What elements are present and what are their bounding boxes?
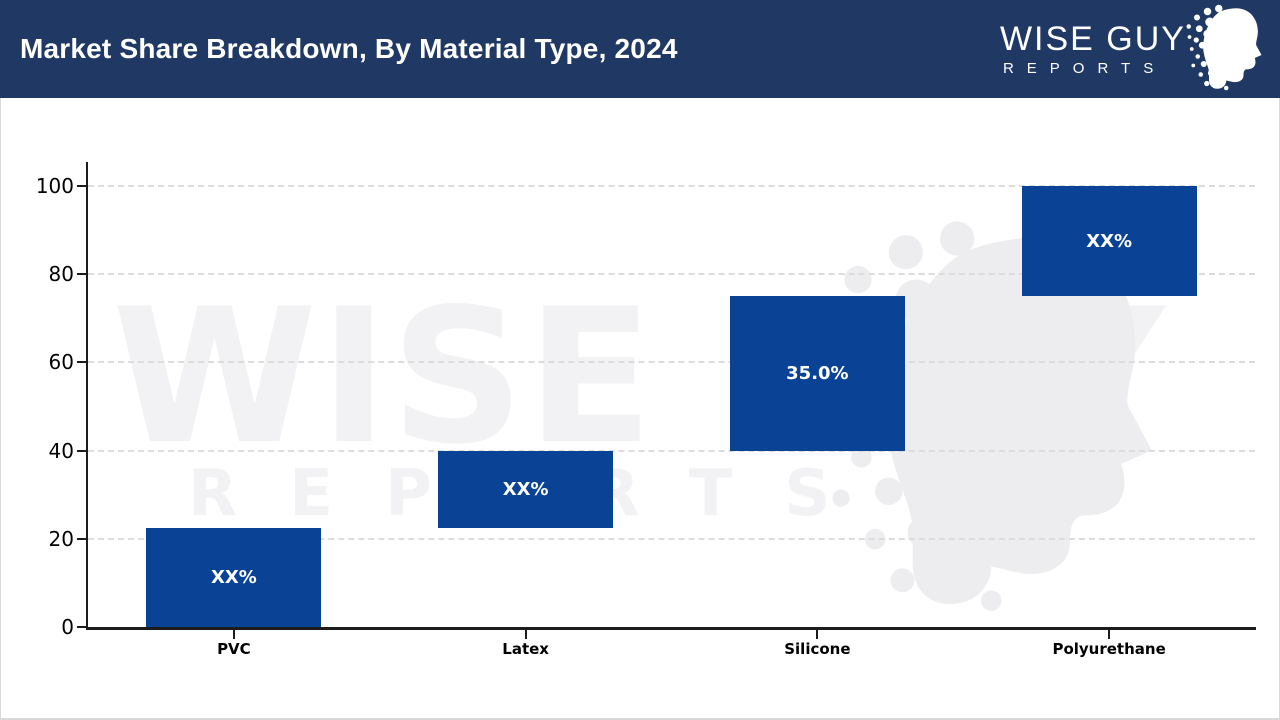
y-tick-mark	[77, 626, 86, 628]
bar-value-label: XX%	[210, 566, 257, 588]
bar-pvc: XX%	[146, 527, 322, 627]
y-tick-mark	[77, 537, 86, 540]
watermark-head-graphic	[810, 221, 1152, 611]
bar-latex: XX%	[438, 450, 614, 528]
x-tick-mark	[1108, 630, 1111, 639]
y-tick-label: 0	[61, 615, 74, 639]
y-tick-label: 80	[48, 262, 74, 287]
y-tick-mark	[77, 185, 86, 187]
y-tick-label: 60	[48, 350, 74, 375]
page-title: Market Share Breakdown, By Material Type…	[20, 33, 678, 64]
gridline	[88, 449, 1255, 452]
gridline	[88, 185, 1255, 187]
brand-wordmark: WISE GUY REPORTS	[1000, 22, 1186, 76]
bar-silicone: 35.0%	[729, 296, 905, 451]
bar-polyurethane: XX%	[1021, 186, 1197, 297]
x-category-label: Silicone	[784, 640, 851, 658]
y-tick-mark	[77, 273, 86, 276]
brand-name-text: WISE GUY	[999, 20, 1186, 58]
x-tick-mark	[232, 630, 235, 639]
y-tick-mark	[77, 449, 86, 452]
gridline	[88, 361, 1255, 364]
x-tick-mark	[816, 630, 819, 639]
bar-value-label: XX%	[1086, 230, 1133, 252]
y-tick-label: 20	[48, 526, 74, 551]
x-tick-mark	[524, 630, 527, 639]
brand-head-icon	[1186, 4, 1262, 91]
x-category-label: PVC	[217, 640, 251, 658]
brand-sub-text: REPORTS	[1002, 60, 1167, 77]
gridline	[88, 537, 1255, 540]
x-category-label: Polyurethane	[1052, 640, 1166, 658]
gridline	[88, 273, 1255, 276]
y-tick-label: 100	[35, 174, 74, 198]
y-tick-label: 40	[48, 438, 74, 463]
bar-value-label: XX%	[502, 478, 549, 500]
y-axis-line	[86, 162, 88, 629]
y-tick-mark	[77, 361, 86, 364]
brand-logo: WISE GUY REPORTS	[1000, 4, 1266, 94]
x-axis-line	[86, 627, 1256, 630]
plot-area: XX% XX% 35.0% XX%	[88, 185, 1255, 627]
x-category-label: Latex	[502, 640, 549, 658]
header: Market Share Breakdown, By Material Type…	[0, 0, 1280, 98]
bar-value-label: 35.0%	[786, 362, 849, 384]
